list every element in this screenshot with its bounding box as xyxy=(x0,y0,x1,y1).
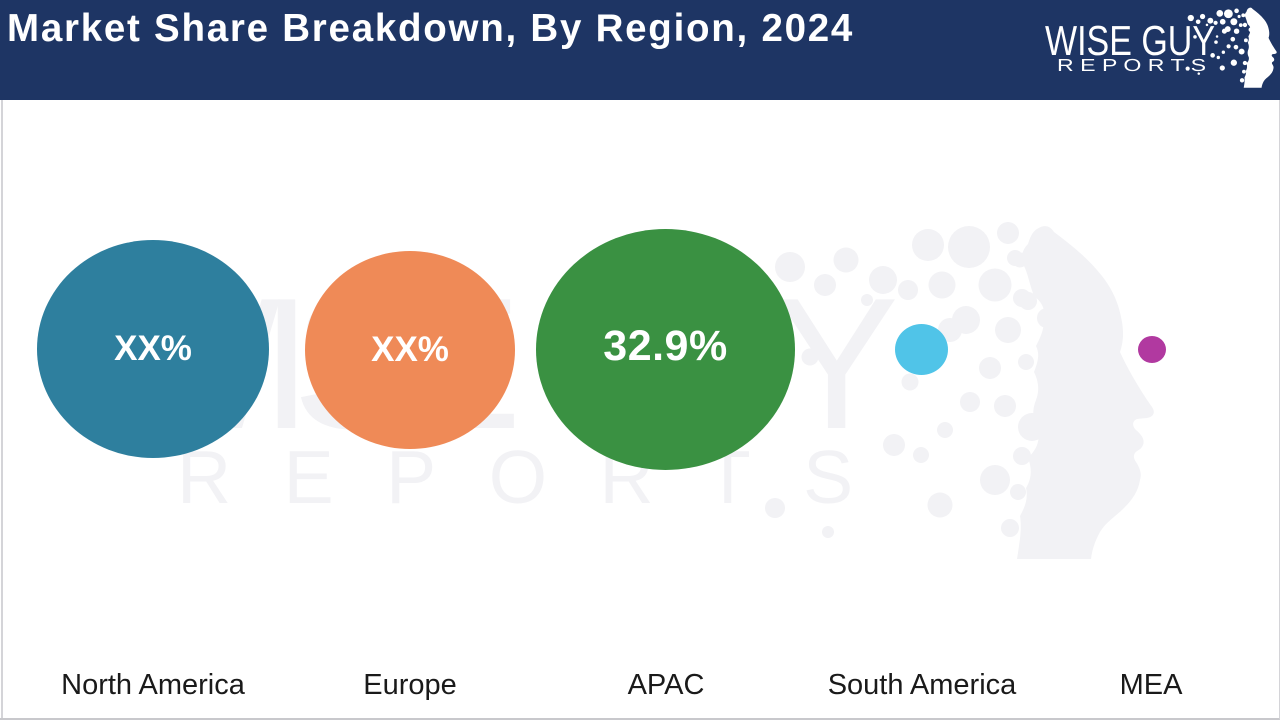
svg-text:R E P O R T S: R E P O R T S xyxy=(1057,55,1206,75)
svg-text:WISE GUY: WISE GUY xyxy=(1045,17,1215,64)
